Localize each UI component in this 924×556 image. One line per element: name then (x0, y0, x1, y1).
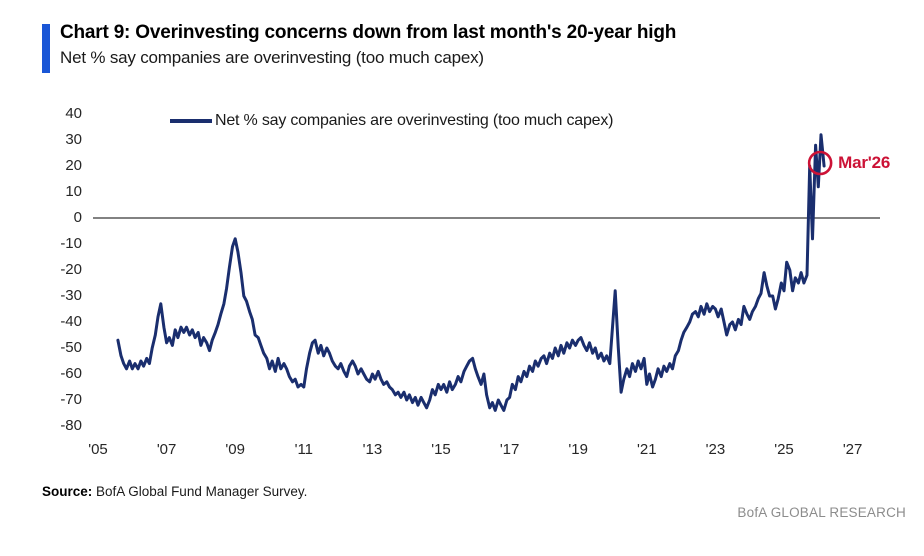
title-accent-bar (42, 24, 50, 73)
y-tick-label: -10 (60, 235, 82, 252)
source-label: Source: (42, 484, 93, 499)
x-tick-label: '21 (637, 441, 657, 458)
x-tick-label: '27 (842, 441, 863, 458)
y-tick-label: -40 (60, 313, 82, 330)
y-tick-label: 20 (65, 157, 82, 174)
y-tick-label: 30 (65, 131, 82, 148)
x-tick-label: '11 (294, 441, 314, 458)
chart-subtitle: Net % say companies are overinvesting (t… (60, 48, 484, 67)
x-tick-label: '13 (362, 441, 383, 458)
y-tick-label: -60 (60, 365, 82, 382)
y-tick-label: -20 (60, 261, 82, 278)
y-tick-label: -80 (60, 417, 82, 434)
legend: Net % say companies are overinvesting (t… (170, 112, 613, 130)
x-tick-label: '19 (568, 441, 588, 458)
y-tick-label: -30 (60, 287, 82, 304)
x-tick-label: '05 (88, 441, 108, 458)
annotation-circle-icon (807, 150, 833, 176)
legend-label: Net % say companies are overinvesting (t… (215, 112, 614, 129)
x-tick-label: '15 (431, 441, 451, 458)
y-tick-label: -70 (60, 391, 82, 408)
source-line: Source: BofA Global Fund Manager Survey. (42, 484, 307, 499)
annotation-label: Mar'26 (838, 153, 891, 172)
x-tick-label: '17 (499, 441, 520, 458)
y-tick-label: -50 (60, 339, 82, 356)
x-tick-label: '23 (705, 441, 726, 458)
y-tick-label: 0 (73, 209, 82, 226)
y-tick-label: 10 (65, 183, 82, 200)
x-tick-label: '25 (774, 441, 794, 458)
y-tick-label: 40 (65, 105, 82, 122)
brand-mark: BofA GLOBAL RESEARCH (737, 505, 906, 520)
chart-title: Chart 9: Overinvesting concerns down fro… (60, 22, 677, 43)
data-series-line (116, 133, 826, 412)
x-tick-label: '09 (225, 441, 245, 458)
x-tick-label: '07 (156, 441, 177, 458)
source-text: BofA Global Fund Manager Survey. (92, 484, 308, 499)
legend-line-swatch-icon (170, 119, 212, 123)
